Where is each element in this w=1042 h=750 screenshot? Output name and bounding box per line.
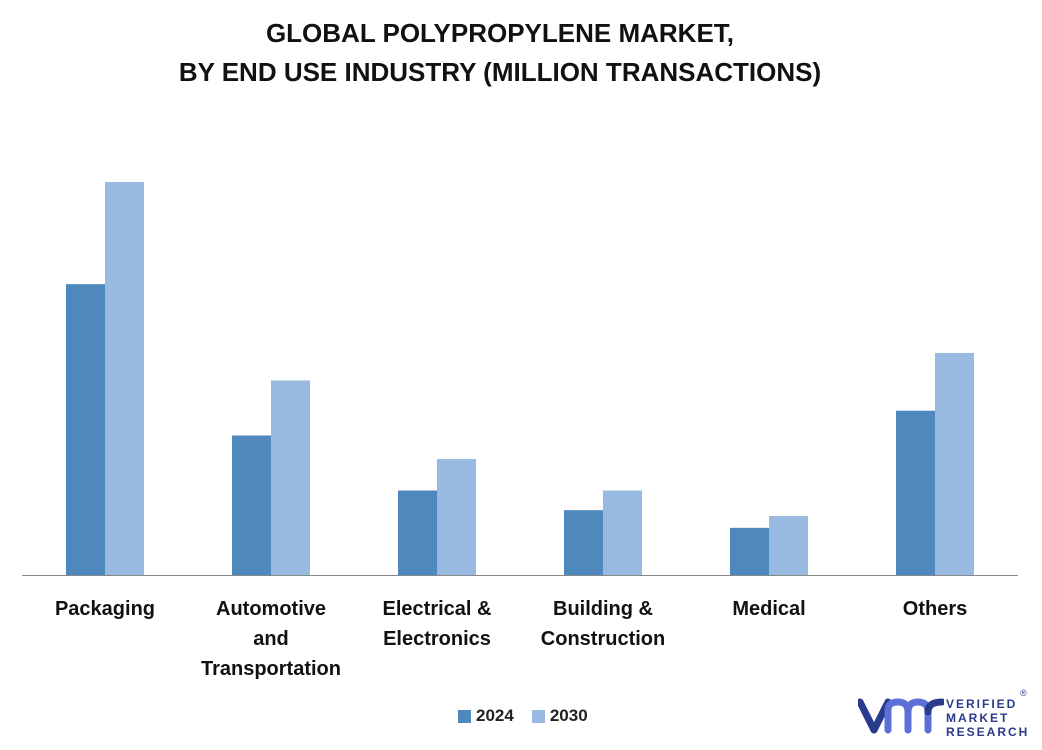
bar-2024-3 xyxy=(564,510,603,575)
chart-title-line-1: GLOBAL POLYPROPYLENE MARKET, xyxy=(265,18,735,48)
bar-2024-2 xyxy=(398,490,437,575)
x-tick-label-3-0: Building & xyxy=(553,598,653,620)
bar-2024-4 xyxy=(730,527,769,575)
x-tick-label-3-1: Construction xyxy=(541,628,665,650)
legend-label-2024: 2024 xyxy=(476,706,514,725)
bar-2030-2 xyxy=(437,459,476,575)
x-tick-label-2-0: Electrical & xyxy=(383,598,492,620)
legend-swatch-2024 xyxy=(458,709,471,723)
bar-2030-3 xyxy=(603,490,642,575)
brand-line-3: RESEARCH xyxy=(946,725,1030,739)
legend-label-2030: 2030 xyxy=(549,706,588,725)
bar-2024-1 xyxy=(232,435,271,575)
brand-name: VERIFIED MARKET RESEARCH xyxy=(946,697,1029,739)
brand-line-2: MARKET xyxy=(946,711,1010,725)
x-tick-label-4-0: Medical xyxy=(732,598,805,620)
bar-chart: Packaging Automotive and Transportation Elec… xyxy=(22,182,1018,680)
vmr-logo-icon xyxy=(856,698,946,734)
x-tick-label-1-0: Automotive xyxy=(216,598,326,620)
legend-item-2024: 2024 xyxy=(458,706,514,726)
registered-mark: ® xyxy=(1020,688,1027,698)
legend: 2024 2030 xyxy=(458,706,606,726)
bar-2030-0 xyxy=(105,182,144,575)
x-tick-label-5-0: Others xyxy=(903,598,967,620)
chart-title: GLOBAL POLYPROPYLENE MARKET, BY END USE … xyxy=(0,14,1000,92)
brand-logo: VERIFIED MARKET RESEARCH ® xyxy=(856,688,1033,740)
x-tick-label-0-0: Packaging xyxy=(55,598,155,620)
x-tick-label-1-2: Transportation xyxy=(201,658,341,680)
x-tick-label-1-1: and xyxy=(253,628,289,650)
legend-swatch-2030 xyxy=(531,709,545,723)
bar-2030-4 xyxy=(769,516,808,575)
legend-item-2030: 2030 xyxy=(531,706,588,726)
brand-line-1: VERIFIED xyxy=(946,697,1018,711)
x-tick-label-2-1: Electronics xyxy=(383,628,491,650)
bar-2024-5 xyxy=(896,410,935,575)
bar-2030-1 xyxy=(271,380,310,575)
bar-2030-5 xyxy=(935,352,974,575)
chart-title-line-2: BY END USE INDUSTRY (MILLION TRANSACTION… xyxy=(178,57,822,87)
bar-2024-0 xyxy=(66,284,105,575)
